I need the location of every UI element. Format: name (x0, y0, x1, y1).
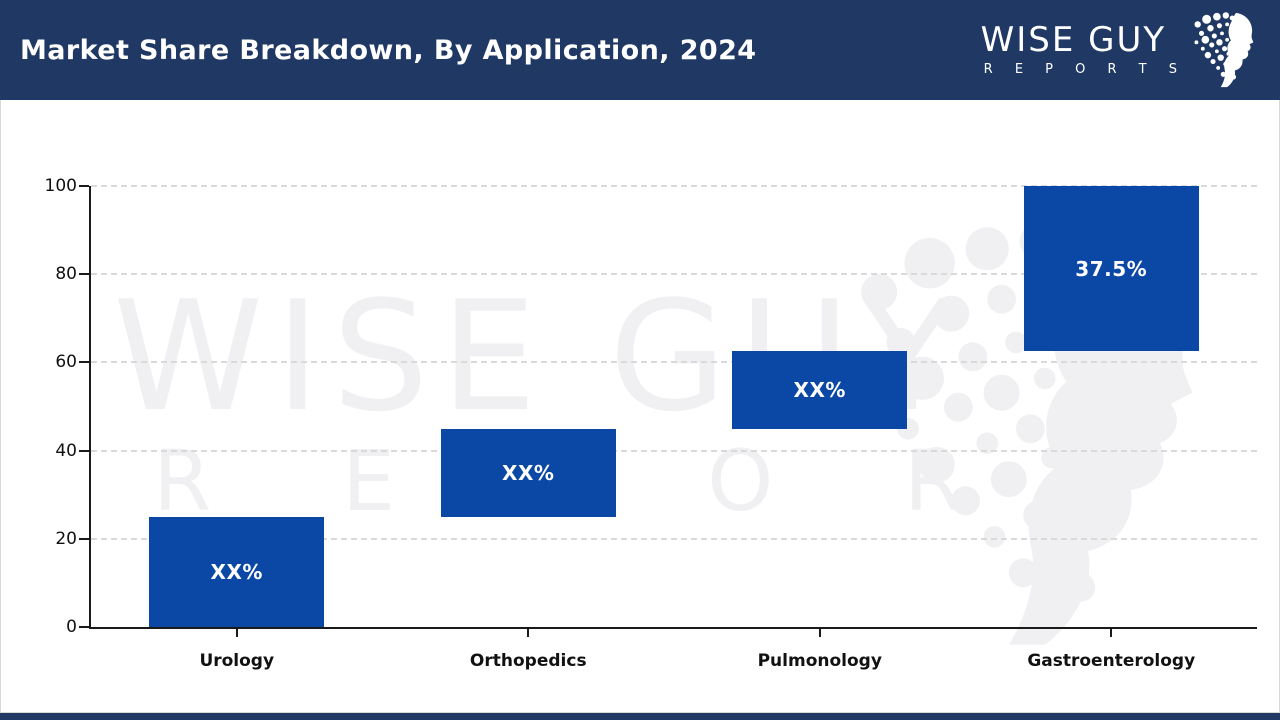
gridline-100 (91, 185, 1257, 187)
brand-logo-text: WISE GUY R E P O R T S (981, 23, 1186, 77)
y-tick-label-60: 60 (55, 352, 77, 373)
x-axis-label-urology: Urology (199, 651, 275, 671)
y-tick-label-0: 0 (66, 617, 77, 637)
bar-orthopedics: XX% (440, 428, 616, 517)
chart-header: Market Share Breakdown, By Application, … (0, 0, 1280, 100)
y-tick-mark-80 (79, 273, 89, 276)
x-axis-label-gastroenterology: Gastroenterology (1027, 651, 1196, 671)
gridline-80 (91, 273, 1257, 276)
gridline-40 (91, 449, 1257, 452)
gridline-60 (91, 361, 1257, 364)
x-tick-mark-gastroenterology (1110, 629, 1113, 637)
y-tick-label-40: 40 (55, 440, 77, 461)
y-tick-label-20: 20 (55, 528, 77, 549)
bar-urology: XX% (149, 516, 325, 627)
bar-pulmonology: XX% (732, 351, 908, 429)
bar-value-label-pulmonology: XX% (793, 377, 846, 402)
y-tick-mark-100 (79, 185, 89, 187)
brand-logo: WISE GUY R E P O R T S (981, 11, 1254, 89)
y-tick-mark-60 (79, 361, 89, 364)
chart-area: WISE GUY R E P O R T S 0 20 40 60 80 100 XX% Ur… (0, 100, 1280, 713)
bar-value-label-orthopedics: XX% (502, 460, 555, 485)
bar-gastroenterology: 37.5% (1023, 186, 1199, 352)
dot-face-logo-icon (1190, 11, 1254, 89)
y-tick-mark-20 (79, 537, 89, 540)
y-tick-label-100: 100 (44, 176, 77, 196)
plot-area: 0 20 40 60 80 100 XX% Urology XX% Orthopedics XX% P… (45, 176, 1257, 671)
y-tick-mark-0 (79, 626, 89, 628)
y-tick-label-80: 80 (55, 264, 77, 285)
x-tick-mark-orthopedics (527, 629, 530, 637)
logo-wordmark: WISE GUY (980, 20, 1167, 60)
x-tick-mark-pulmonology (818, 629, 821, 637)
y-tick-mark-40 (79, 449, 89, 452)
footer-bar (0, 713, 1280, 720)
logo-subtext: R E P O R T S (983, 62, 1186, 77)
bar-value-label-urology: XX% (210, 559, 263, 584)
bar-value-label-gastroenterology: 37.5% (1075, 256, 1148, 281)
x-axis-label-pulmonology: Pulmonology (757, 651, 882, 671)
gridline-20 (91, 537, 1257, 540)
x-axis-label-orthopedics: Orthopedics (469, 651, 587, 671)
page-title: Market Share Breakdown, By Application, … (20, 34, 757, 66)
x-tick-mark-urology (235, 629, 238, 637)
